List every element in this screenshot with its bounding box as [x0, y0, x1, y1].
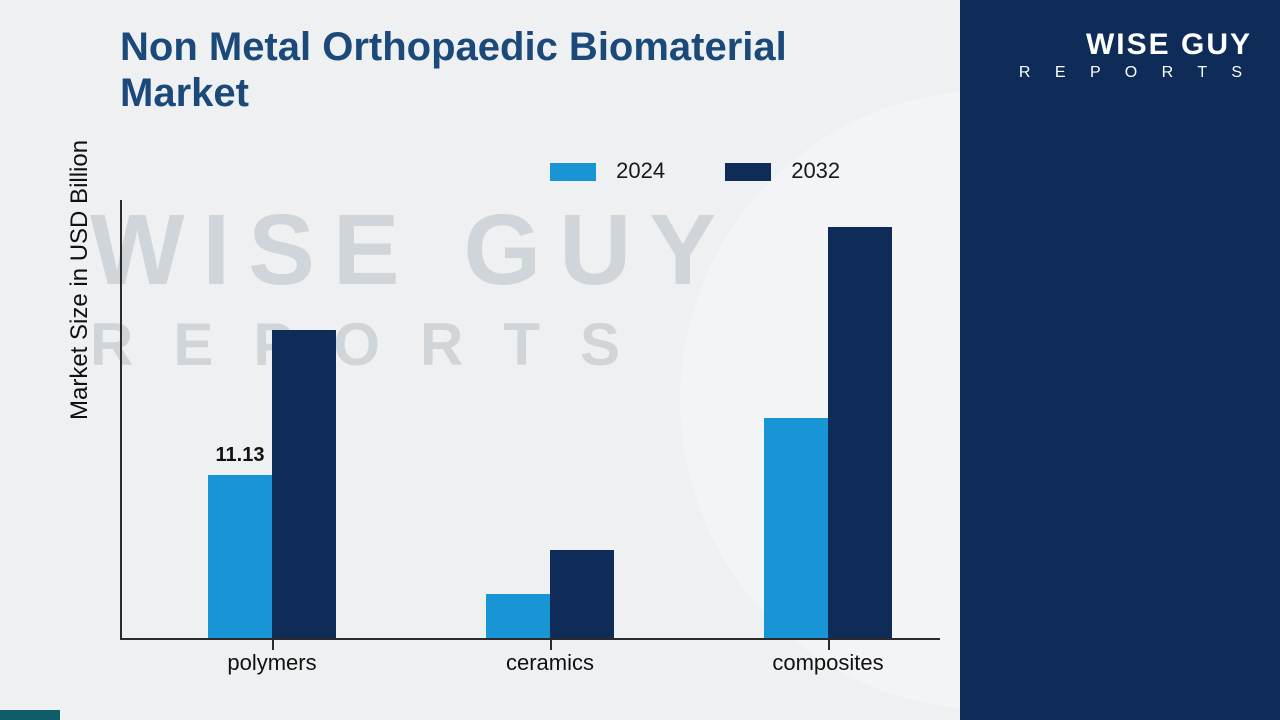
- x-label-ceramics: ceramics: [506, 650, 594, 676]
- legend: 2024 2032: [550, 158, 840, 184]
- stage: WISE GUY REPORTS Non Metal Orthopaedic B…: [0, 0, 1280, 720]
- bar-polymers-2032: [272, 330, 336, 638]
- value-label-polymers_2024: 11.13: [216, 444, 265, 467]
- bottom-strip: [0, 710, 60, 720]
- x-label-composites: composites: [772, 650, 883, 676]
- x-axis-line: [120, 638, 940, 640]
- legend-label-2032: 2032: [791, 158, 840, 183]
- bar-composites-2032: [828, 227, 892, 638]
- legend-swatch-2032: [725, 163, 771, 181]
- x-tick-composites: [828, 640, 830, 650]
- brand-logo-line2: R E P O R T S: [1019, 64, 1252, 82]
- x-tick-ceramics: [550, 640, 552, 650]
- legend-item-2024: 2024: [550, 158, 665, 184]
- legend-swatch-2024: [550, 163, 596, 181]
- chart-title: Non Metal Orthopaedic Biomaterial Market: [120, 24, 880, 116]
- legend-item-2032: 2032: [725, 158, 840, 184]
- x-tick-polymers: [272, 640, 274, 650]
- right-panel: [960, 0, 1280, 720]
- legend-label-2024: 2024: [616, 158, 665, 183]
- y-axis-line: [120, 200, 122, 640]
- plot-area: polymers11.13ceramicscomposites: [120, 200, 940, 640]
- brand-logo-line1: WISE GUY: [1019, 28, 1252, 62]
- bar-ceramics-2024: [486, 594, 550, 638]
- brand-logo: WISE GUY R E P O R T S: [1019, 28, 1252, 82]
- bar-composites-2024: [764, 418, 828, 638]
- bar-ceramics-2032: [550, 550, 614, 638]
- x-label-polymers: polymers: [227, 650, 316, 676]
- y-axis-label: Market Size in USD Billion: [66, 140, 94, 420]
- bar-polymers-2024: [208, 475, 272, 638]
